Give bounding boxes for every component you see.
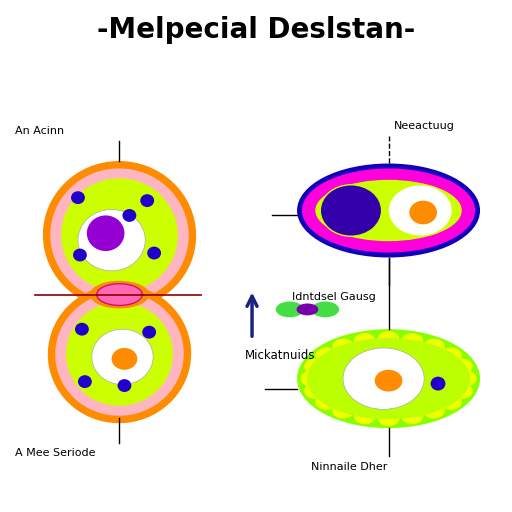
Ellipse shape bbox=[92, 329, 153, 385]
Ellipse shape bbox=[401, 409, 423, 424]
Ellipse shape bbox=[71, 191, 85, 204]
Ellipse shape bbox=[311, 302, 339, 317]
Ellipse shape bbox=[423, 339, 445, 354]
Ellipse shape bbox=[423, 403, 445, 419]
Ellipse shape bbox=[451, 358, 473, 374]
Ellipse shape bbox=[378, 331, 399, 347]
Ellipse shape bbox=[118, 379, 132, 392]
Ellipse shape bbox=[78, 209, 145, 271]
Ellipse shape bbox=[388, 185, 452, 236]
Ellipse shape bbox=[97, 284, 142, 306]
Text: -Melpecial Deslstan-: -Melpecial Deslstan- bbox=[97, 16, 415, 45]
Ellipse shape bbox=[315, 180, 462, 241]
Ellipse shape bbox=[87, 216, 124, 251]
Ellipse shape bbox=[332, 403, 354, 419]
Ellipse shape bbox=[61, 178, 178, 292]
Text: Ninnaile Dher: Ninnaile Dher bbox=[311, 462, 387, 472]
Ellipse shape bbox=[75, 323, 89, 336]
Ellipse shape bbox=[122, 209, 136, 222]
Ellipse shape bbox=[321, 185, 381, 236]
Ellipse shape bbox=[307, 338, 470, 419]
Ellipse shape bbox=[378, 410, 399, 426]
Ellipse shape bbox=[297, 163, 480, 258]
Ellipse shape bbox=[48, 285, 191, 423]
Ellipse shape bbox=[354, 409, 376, 424]
Ellipse shape bbox=[302, 168, 475, 252]
Text: An Acinn: An Acinn bbox=[15, 126, 64, 136]
Ellipse shape bbox=[315, 394, 337, 410]
Ellipse shape bbox=[296, 304, 318, 315]
Ellipse shape bbox=[78, 375, 92, 388]
Ellipse shape bbox=[332, 339, 354, 354]
Ellipse shape bbox=[55, 292, 184, 416]
Ellipse shape bbox=[409, 201, 437, 224]
Ellipse shape bbox=[147, 247, 161, 260]
Ellipse shape bbox=[455, 371, 477, 387]
Ellipse shape bbox=[354, 333, 376, 349]
Ellipse shape bbox=[140, 194, 154, 207]
Ellipse shape bbox=[276, 302, 304, 317]
Ellipse shape bbox=[343, 348, 424, 409]
Ellipse shape bbox=[142, 326, 156, 338]
Ellipse shape bbox=[112, 348, 137, 370]
Text: A Mee Seriode: A Mee Seriode bbox=[15, 448, 95, 458]
Text: Mickatnuids: Mickatnuids bbox=[245, 349, 315, 362]
Ellipse shape bbox=[66, 302, 173, 406]
Ellipse shape bbox=[73, 249, 87, 262]
Ellipse shape bbox=[315, 348, 337, 364]
Ellipse shape bbox=[440, 348, 462, 364]
Ellipse shape bbox=[304, 383, 326, 399]
Ellipse shape bbox=[301, 371, 322, 387]
Ellipse shape bbox=[451, 383, 473, 399]
Ellipse shape bbox=[297, 329, 480, 428]
Ellipse shape bbox=[431, 377, 445, 391]
Ellipse shape bbox=[401, 333, 423, 349]
Ellipse shape bbox=[304, 358, 326, 374]
Text: Idntdsel Gausg: Idntdsel Gausg bbox=[292, 292, 376, 302]
Ellipse shape bbox=[43, 161, 196, 309]
Ellipse shape bbox=[440, 394, 462, 410]
Ellipse shape bbox=[50, 168, 189, 302]
Text: Neeactuug: Neeactuug bbox=[394, 121, 454, 132]
Ellipse shape bbox=[90, 281, 149, 308]
Ellipse shape bbox=[375, 370, 402, 392]
